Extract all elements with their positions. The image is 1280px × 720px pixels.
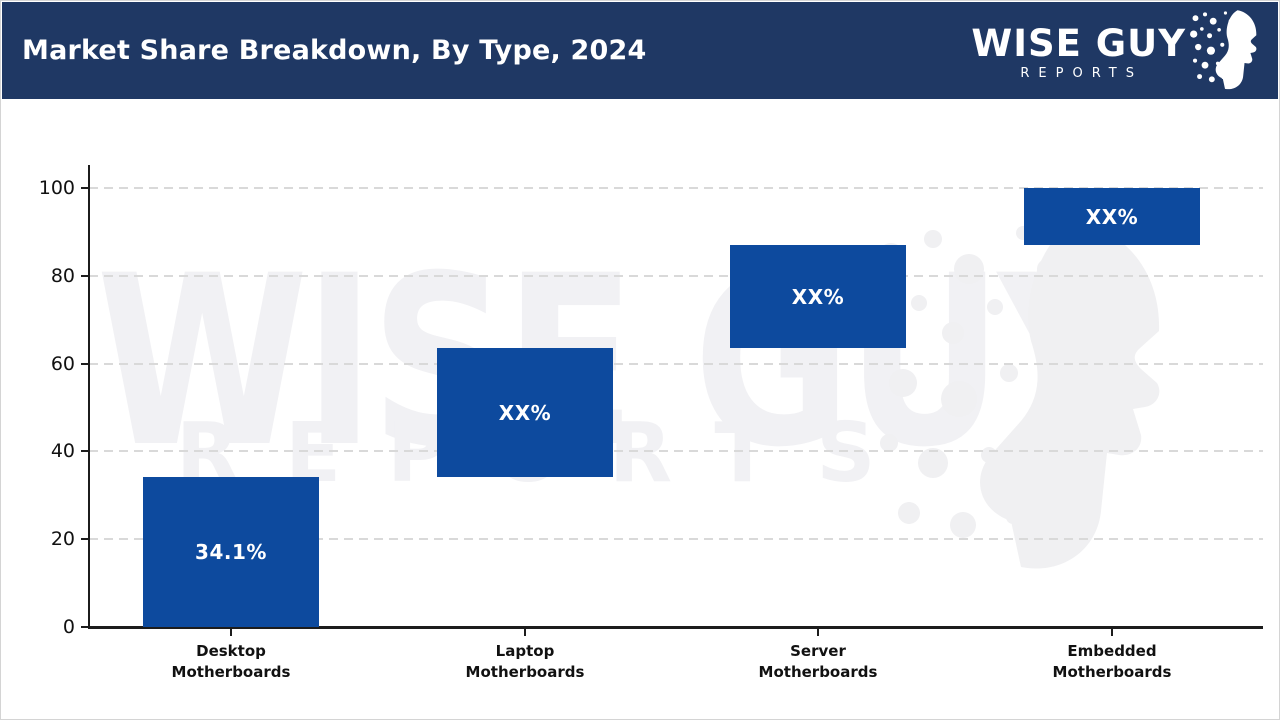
y-tick-mark xyxy=(81,362,89,365)
x-tick-mark xyxy=(524,629,526,636)
x-category-label: Embedded Motherboards xyxy=(997,641,1227,683)
y-gridline xyxy=(89,274,1263,277)
x-category-label: Server Motherboards xyxy=(703,641,933,683)
y-tick-label: 60 xyxy=(50,352,75,375)
y-tick-mark xyxy=(81,187,89,189)
bar-value-label: XX% xyxy=(1085,204,1139,229)
y-tick-label: 80 xyxy=(50,264,75,287)
x-tick-mark xyxy=(1111,629,1113,636)
x-category-label-line: Motherboards xyxy=(171,663,291,681)
chart-title: Market Share Breakdown, By Type, 2024 xyxy=(22,35,647,66)
y-tick-label: 100 xyxy=(38,177,75,199)
logo-wordmark: WISE GUY xyxy=(971,21,1186,65)
x-category-label-line: Motherboards xyxy=(1052,663,1172,681)
logo-subtitle: REPORTS xyxy=(1020,65,1143,81)
y-gridline xyxy=(89,187,1263,189)
x-axis-line xyxy=(88,626,1263,629)
x-category-label-line: Motherboards xyxy=(465,663,585,681)
wiseguy-logo: WISE GUY REPORTS xyxy=(971,8,1268,92)
y-axis-line xyxy=(88,165,90,629)
x-category-label: Laptop Motherboards xyxy=(410,641,640,683)
x-category-label-line: Embedded xyxy=(1067,642,1157,660)
x-tick-mark xyxy=(817,629,819,636)
y-gridline xyxy=(89,538,1263,541)
bar: XX% xyxy=(1024,188,1200,246)
y-tick-label: 40 xyxy=(50,440,75,463)
x-category-label-line: Motherboards xyxy=(758,663,878,681)
y-tick-label: 20 xyxy=(50,528,75,551)
bar-value-label: XX% xyxy=(791,284,845,309)
y-tick-mark xyxy=(81,626,89,628)
x-category-label-line: Desktop xyxy=(196,642,266,660)
x-category-label: Desktop Motherboards xyxy=(116,641,346,683)
logo-text: WISE GUY REPORTS xyxy=(971,21,1186,81)
header-bar: Market Share Breakdown, By Type, 2024 WI… xyxy=(2,2,1278,99)
bar: 34.1% xyxy=(143,477,319,627)
bar-value-label: 34.1% xyxy=(195,540,267,565)
y-tick-label: 0 xyxy=(62,616,75,638)
x-category-label-line: Laptop xyxy=(495,642,555,660)
x-tick-mark xyxy=(230,629,232,636)
bar-value-label: XX% xyxy=(498,400,552,425)
y-gridline xyxy=(89,362,1263,365)
y-tick-mark xyxy=(81,450,89,453)
logo-head-icon xyxy=(1190,10,1257,90)
bar: XX% xyxy=(730,245,906,349)
bar: XX% xyxy=(437,348,613,478)
y-gridline xyxy=(89,450,1263,453)
y-tick-mark xyxy=(81,538,89,541)
y-tick-mark xyxy=(81,274,89,277)
x-category-label-line: Server xyxy=(790,642,846,660)
